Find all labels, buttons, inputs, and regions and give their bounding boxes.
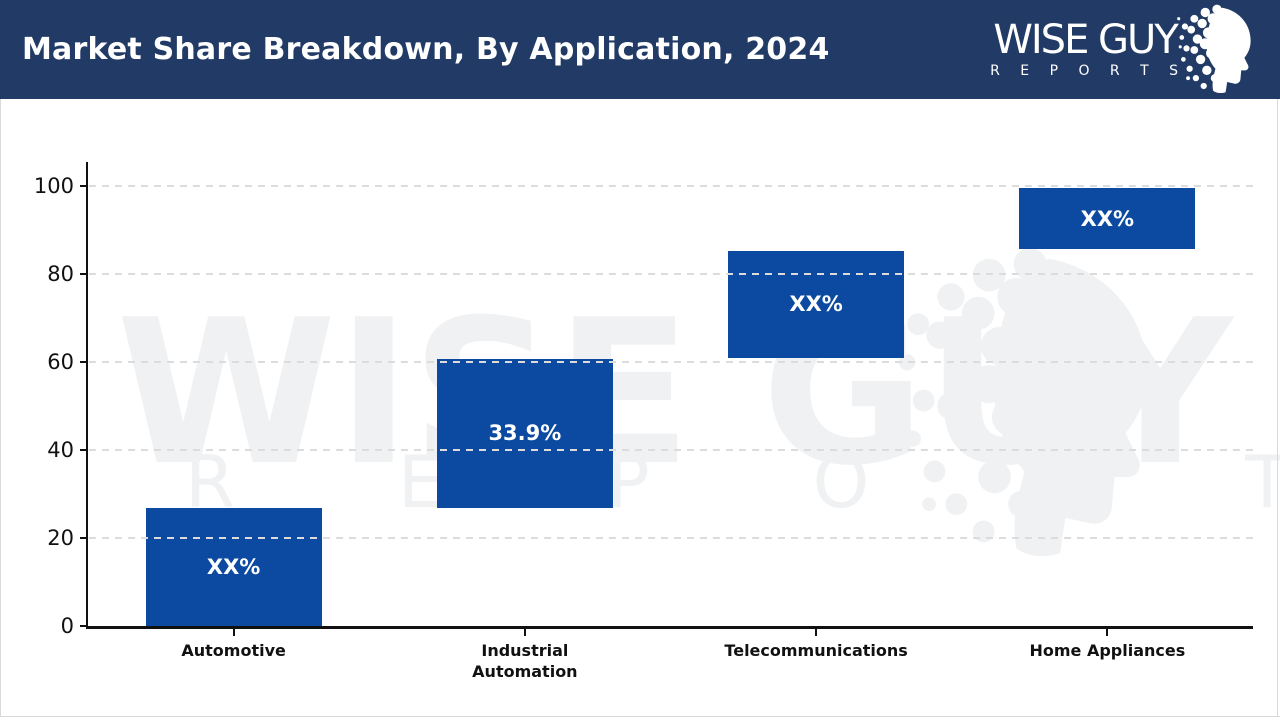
y-tick-label-60: 60 [47,350,74,374]
x-tick-mark-industrial-automation [523,629,526,636]
brand-text: WISE GUY R E P O R T S [984,20,1186,79]
header: Market Share Breakdown, By Application, … [0,0,1280,99]
bar-value-label-industrial-automation: 33.9% [488,421,562,446]
bar-automotive: XX% [145,508,322,626]
y-tick-label-0: 0 [60,614,74,638]
y-tick-label-20: 20 [47,526,74,550]
gridline-40 [89,449,1253,451]
frame-bottom-edge [0,716,1280,717]
x-tick-mark-telecommunications [815,629,818,636]
gridline-20 [89,537,1253,539]
y-tick-mark-0 [80,625,88,627]
y-tick-mark-40 [80,449,88,451]
y-tick-mark-100 [80,185,88,187]
y-tick-mark-60 [80,361,88,363]
brand-name: WISE GUY [993,17,1178,63]
bar-home-appliances: XX% [1019,187,1196,250]
x-tick-label-telecommunications: Telecommunications [724,641,908,660]
x-tick-mark-automotive [232,629,235,636]
bar-telecommunications: XX% [728,250,905,358]
y-axis-line [86,162,88,628]
frame-right-edge [1277,99,1278,717]
frame-left-edge [0,99,1,717]
gridline-60 [89,361,1253,363]
y-tick-label-40: 40 [47,438,74,462]
page-title: Market Share Breakdown, By Application, … [22,32,830,67]
x-tick-label-home-appliances: Home Appliances [1029,641,1186,660]
y-tick-mark-80 [80,273,88,275]
x-tick-mark-home-appliances [1106,629,1109,636]
y-tick-label-100: 100 [33,174,74,198]
y-tick-mark-20 [80,537,88,539]
x-tick-label-automotive: Automotive [181,641,286,660]
x-axis-line [86,626,1253,629]
bar-industrial-automation: 33.9% [436,358,613,509]
brand-dotted-head-icon [1177,4,1251,93]
brand-subtitle: R E P O R T S [990,63,1186,79]
gridline-100 [89,185,1253,187]
y-tick-label-80: 80 [47,262,74,286]
bar-value-label-home-appliances: XX% [1080,206,1135,231]
x-tick-label-industrial-automation: Industrial Automation [472,641,578,681]
gridline-80 [89,273,1253,275]
brand-logo: WISE GUY R E P O R T S [984,3,1260,97]
bar-value-label-telecommunications: XX% [789,292,843,317]
bar-value-label-automotive: XX% [206,555,261,580]
